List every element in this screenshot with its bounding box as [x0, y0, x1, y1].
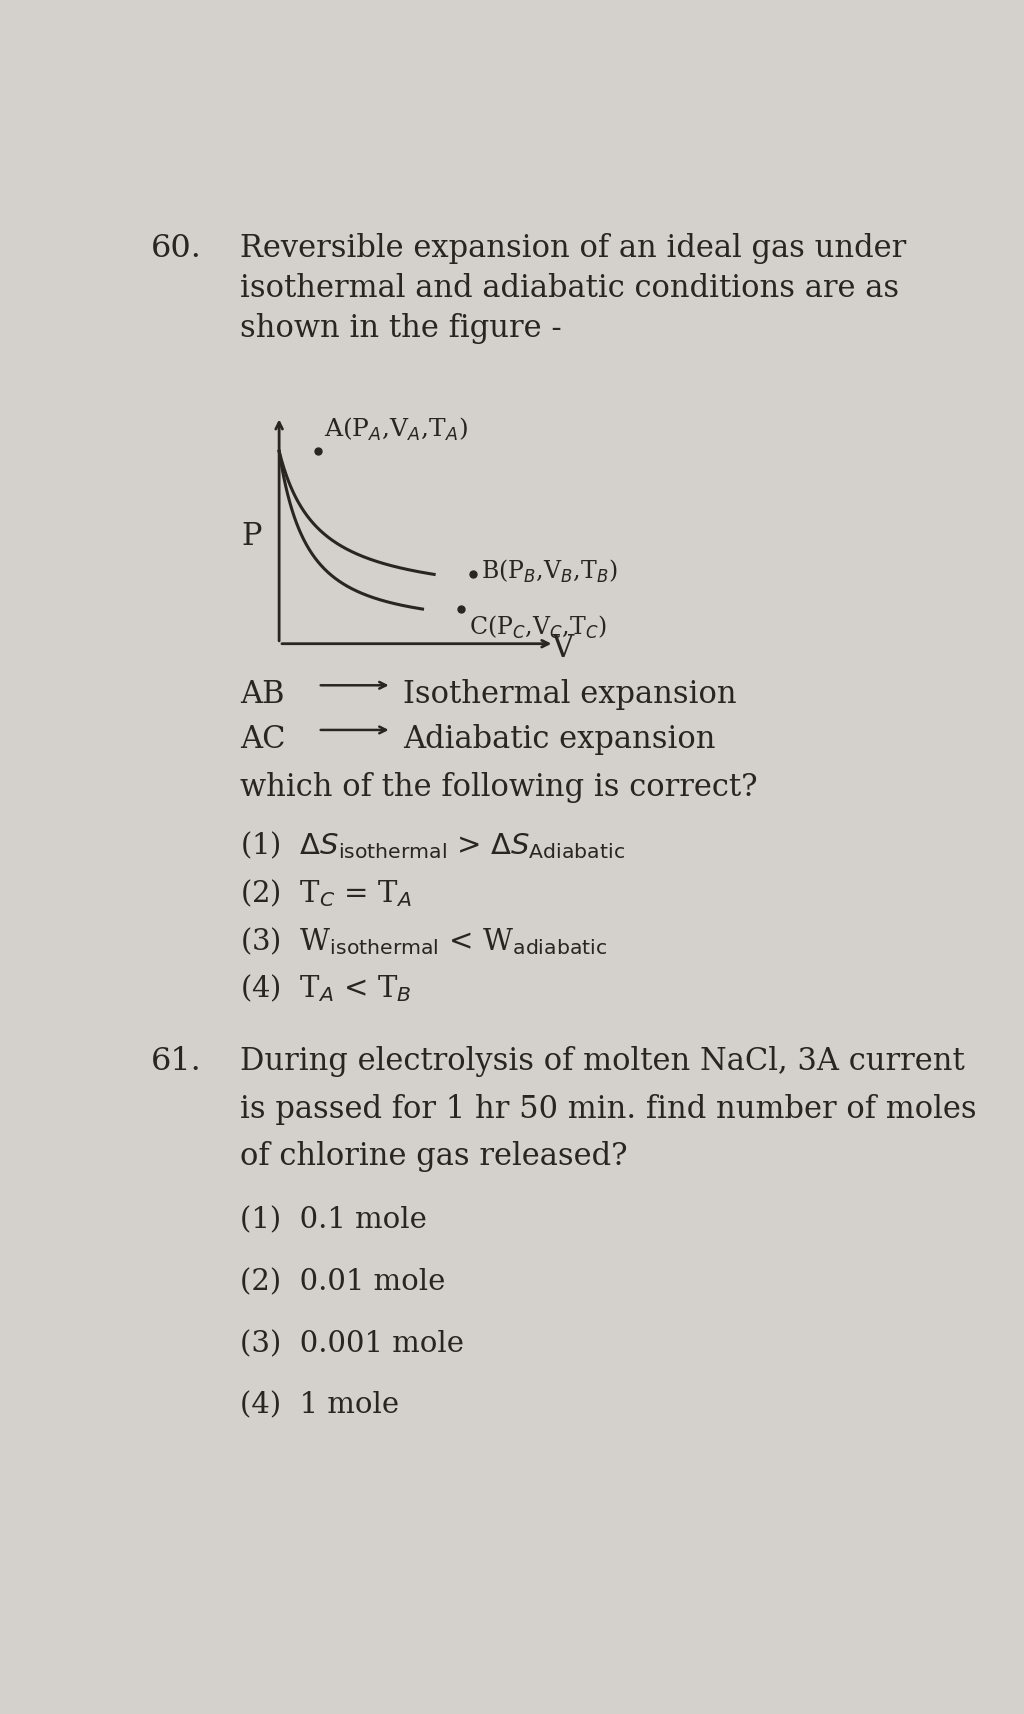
Text: (3)  W$_{\mathrm{isothermal}}$ < W$_{\mathrm{adiabatic}}$: (3) W$_{\mathrm{isothermal}}$ < W$_{\mat… [241, 924, 607, 956]
Text: which of the following is correct?: which of the following is correct? [241, 771, 758, 802]
Text: (4)  1 mole: (4) 1 mole [241, 1390, 399, 1419]
Text: 60.: 60. [152, 233, 202, 264]
Text: V: V [551, 632, 573, 663]
Text: C(P$_C$,V$_C$,T$_C$): C(P$_C$,V$_C$,T$_C$) [469, 614, 607, 641]
Text: AB: AB [241, 679, 285, 710]
Text: shown in the figure -: shown in the figure - [241, 312, 562, 343]
Text: B(P$_B$,V$_B$,T$_B$): B(P$_B$,V$_B$,T$_B$) [480, 557, 617, 584]
Text: (1)  $\Delta S_{\mathrm{isothermal}}$ > $\Delta S_{\mathrm{Adiabatic}}$: (1) $\Delta S_{\mathrm{isothermal}}$ > $… [241, 830, 626, 860]
Text: (2)  T$_C$ = T$_A$: (2) T$_C$ = T$_A$ [241, 878, 412, 908]
Text: 61.: 61. [152, 1046, 202, 1076]
Text: isothermal and adiabatic conditions are as: isothermal and adiabatic conditions are … [241, 273, 899, 303]
Text: (2)  0.01 mole: (2) 0.01 mole [241, 1268, 445, 1296]
Text: Isothermal expansion: Isothermal expansion [403, 679, 736, 710]
Text: AC: AC [241, 723, 286, 754]
Text: (3)  0.001 mole: (3) 0.001 mole [241, 1330, 464, 1357]
Text: P: P [242, 521, 262, 552]
Text: A(P$_A$,V$_A$,T$_A$): A(P$_A$,V$_A$,T$_A$) [324, 415, 468, 442]
Text: of chlorine gas released?: of chlorine gas released? [241, 1142, 628, 1172]
Text: Adiabatic expansion: Adiabatic expansion [403, 723, 716, 754]
Text: is passed for 1 hr 50 min. find number of moles: is passed for 1 hr 50 min. find number o… [241, 1094, 977, 1124]
Text: (1)  0.1 mole: (1) 0.1 mole [241, 1207, 427, 1234]
Text: During electrolysis of molten NaCl, 3A current: During electrolysis of molten NaCl, 3A c… [241, 1046, 966, 1076]
Text: Reversible expansion of an ideal gas under: Reversible expansion of an ideal gas und… [241, 233, 906, 264]
Text: (4)  T$_A$ < T$_B$: (4) T$_A$ < T$_B$ [241, 972, 412, 1004]
